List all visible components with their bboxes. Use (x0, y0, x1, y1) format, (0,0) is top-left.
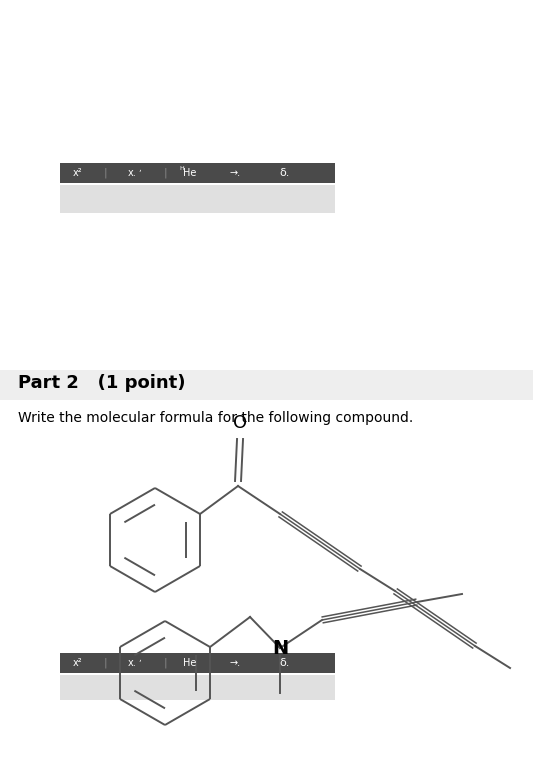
Text: x²: x² (73, 168, 83, 178)
Text: δ.: δ. (280, 168, 290, 178)
Text: Write the molecular formula for the following compound.: Write the molecular formula for the foll… (18, 411, 413, 425)
Bar (0, 370, 533, 400)
Text: →.: →. (229, 168, 240, 178)
Text: |: | (103, 167, 107, 178)
Text: He: He (183, 168, 197, 178)
Text: x.: x. (127, 658, 136, 668)
Text: ,: , (139, 164, 141, 174)
Text: |: | (163, 167, 167, 178)
Text: He: He (183, 658, 197, 668)
Text: O: O (233, 414, 247, 432)
Text: |: | (163, 657, 167, 668)
Text: x²: x² (73, 658, 83, 668)
Bar (60, 675, 335, 700)
Bar (60, 653, 335, 673)
Text: N: N (272, 638, 288, 657)
Text: |: | (103, 657, 107, 668)
Text: ,: , (139, 654, 141, 664)
Bar (60, 185, 335, 213)
Text: H: H (180, 165, 184, 170)
Text: Part 2   (1 point): Part 2 (1 point) (18, 374, 185, 392)
Text: x.: x. (127, 168, 136, 178)
Bar (60, 163, 335, 183)
Text: δ.: δ. (280, 658, 290, 668)
Text: →.: →. (229, 658, 240, 668)
